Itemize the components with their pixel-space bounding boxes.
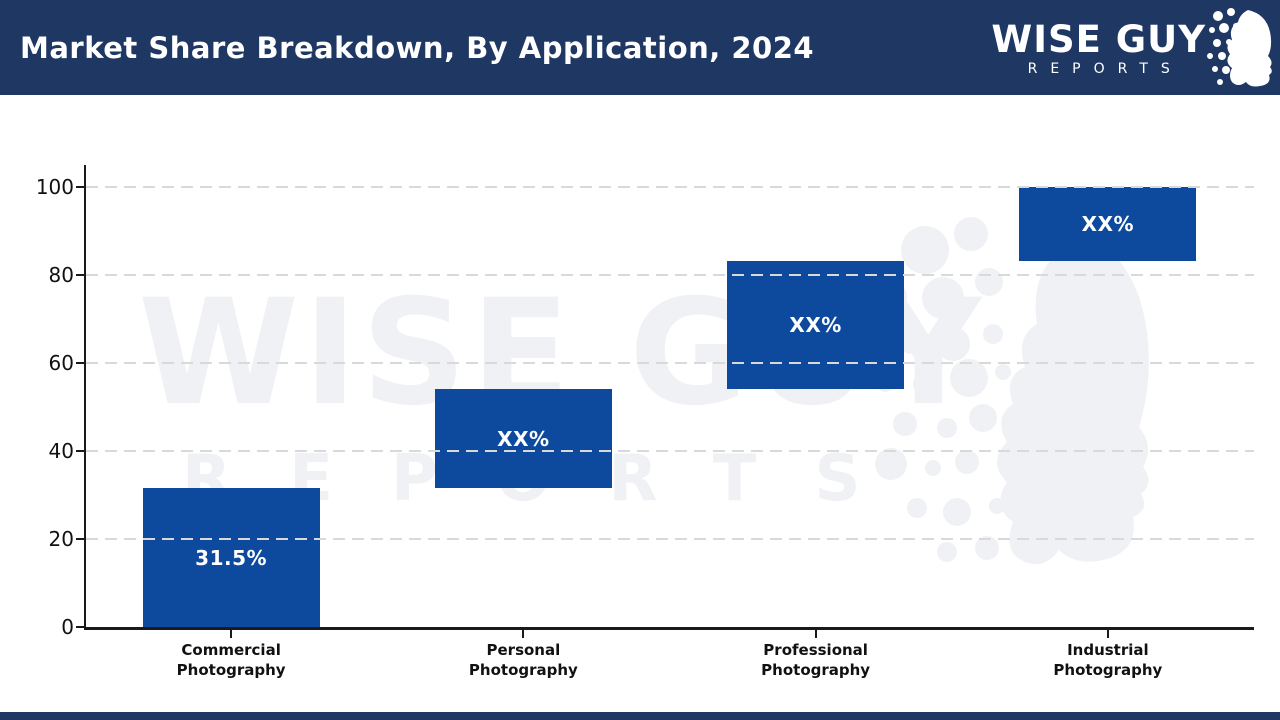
gridline-80 xyxy=(86,273,1254,276)
x-category-label-line: Professional xyxy=(763,641,868,659)
header-bar: Market Share Breakdown, By Application, … xyxy=(0,0,1280,95)
y-tick-20 xyxy=(76,537,84,540)
y-tick-label-80: 80 xyxy=(48,262,74,287)
y-tick-60 xyxy=(76,361,84,364)
gridline-20 xyxy=(86,537,1254,540)
x-category-label-line: Industrial xyxy=(1067,641,1149,659)
logo-head-icon xyxy=(1207,8,1272,87)
gridline-40 xyxy=(86,449,1254,452)
bar-commercial-photography: 31.5% xyxy=(142,488,320,627)
bar-professional-photography: XX% xyxy=(727,261,905,390)
x-category-label: Industrial Photography xyxy=(988,640,1228,680)
x-category-label: Personal Photography xyxy=(403,640,643,680)
x-category-label: Professional Photography xyxy=(696,640,936,680)
x-category-label-line: Photography xyxy=(761,661,871,679)
bar-industrial-photography: XX% xyxy=(1019,186,1197,262)
watermark-head-icon xyxy=(875,217,1149,565)
logo: WISE GUY REPORTS xyxy=(991,18,1206,78)
y-tick-label-100: 100 xyxy=(35,174,74,199)
x-category-label-line: Personal xyxy=(486,641,561,659)
bar-value-label: 31.5% xyxy=(195,545,268,570)
y-axis-line xyxy=(84,165,86,629)
logo-subtitle: REPORTS xyxy=(1027,61,1183,77)
y-tick-label-0: 0 xyxy=(61,615,74,639)
x-axis-line xyxy=(84,627,1254,630)
y-tick-label-60: 60 xyxy=(48,350,74,375)
bar-value-label: XX% xyxy=(497,426,550,451)
y-tick-0 xyxy=(76,626,84,628)
bar-value-label: XX% xyxy=(789,313,842,338)
x-category-label: Commercial Photography xyxy=(111,640,351,680)
x-tick-1 xyxy=(230,630,233,638)
x-tick-4 xyxy=(1106,630,1109,638)
x-category-label-line: Commercial xyxy=(181,641,281,659)
y-tick-40 xyxy=(76,449,84,452)
footer-bar xyxy=(0,712,1280,720)
x-tick-3 xyxy=(814,630,817,638)
bar-value-label: XX% xyxy=(1081,211,1135,236)
x-tick-2 xyxy=(522,630,525,638)
y-tick-80 xyxy=(76,273,84,276)
bar-personal-photography: XX% xyxy=(434,389,612,489)
x-category-label-line: Photography xyxy=(468,661,578,679)
gridline-100 xyxy=(86,185,1254,188)
y-tick-label-40: 40 xyxy=(48,438,74,463)
x-category-label-line: Photography xyxy=(176,661,286,679)
page-title: Market Share Breakdown, By Application, … xyxy=(20,30,815,65)
x-category-label-line: Photography xyxy=(1053,661,1163,679)
y-tick-100 xyxy=(76,185,84,188)
logo-wordmark: WISE GUY xyxy=(991,18,1206,61)
y-tick-label-20: 20 xyxy=(48,526,74,551)
gridline-60 xyxy=(86,361,1254,364)
